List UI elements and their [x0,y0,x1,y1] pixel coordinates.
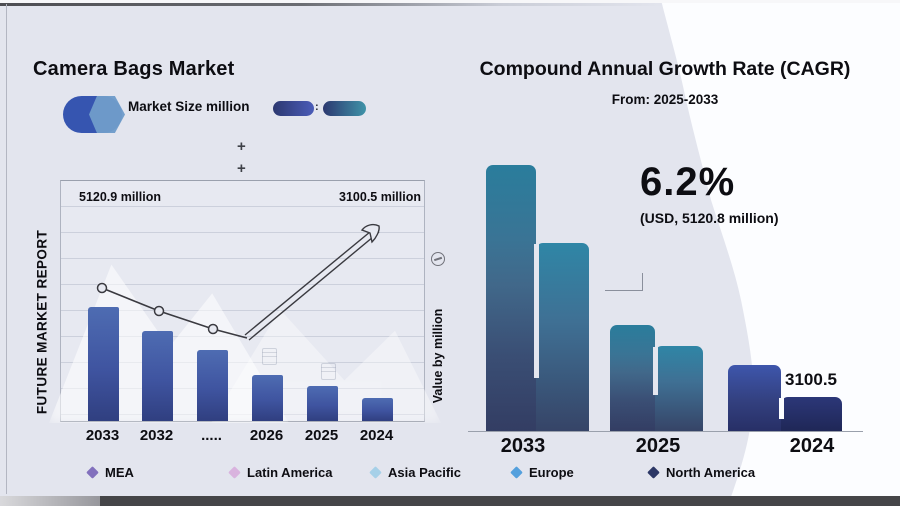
legend-label: Latin America [247,465,333,480]
plus-mark-icon: + [237,160,246,177]
right-bar-data-label: 3100.5 [785,370,837,389]
bar-gap-slit-2033 [534,244,539,378]
bracket-mark [642,273,643,291]
document-watermark-icon [321,363,336,380]
plus-mark-icon: + [237,138,246,155]
right-bar-primary-2025 [610,325,655,431]
top-edge-highlight [0,0,900,3]
left-x-label-2024: 2024 [359,427,394,444]
right-bar-primary-2033 [486,165,536,431]
right-bar-secondary-2033 [536,243,589,431]
right-y-axis-label: Value by million [431,308,445,404]
cagr-detail: (USD, 5120.8 million) [640,210,779,226]
left-chart-panel: 5120.9 million 3100.5 million [49,180,441,423]
trend-line-and-arrow [96,223,380,341]
left-bar-2024 [362,398,393,421]
legend-label: North America [666,465,756,480]
bottom-frame-bar [0,496,900,506]
left-frame-line [6,4,7,494]
ratio-pill-left-icon [273,101,314,116]
left-bar-2026 [252,375,283,421]
left-x-label-2033: 2033 [85,427,120,444]
left-x-label-2025: 2025 [304,427,339,444]
page-title: Camera Bags Market [33,58,235,80]
vertical-watermark: FUTURE MARKET REPORT [34,229,50,415]
left-bar-2025 [307,386,338,421]
right-bar-secondary-2024 [781,397,842,431]
legend-label: MEA [105,465,134,480]
bracket-mark [605,290,643,291]
cagr-subtitle: From: 2025-2033 [611,92,719,107]
left-bar-2033 [88,307,119,421]
cagr-title: Compound Annual Growth Rate (CAGR) [479,58,851,80]
annotation-left-value: 5120.9 million [79,190,161,204]
left-bar-2032 [142,331,173,421]
top-frame-line [0,3,665,6]
right-x-axis-line [468,431,863,432]
left-x-label-2026: 2026 [249,427,284,444]
right-bar-secondary-2025 [655,346,703,431]
circle-slash-icon [431,252,445,266]
market-size-label: Market Size million [128,99,250,114]
cagr-value: 6.2% [640,160,736,204]
legend-label: Asia Pacific [388,465,461,480]
left-bar-..... [197,350,228,421]
left-x-label-.....: ..... [201,427,222,444]
bar-gap-slit-2024 [779,398,784,419]
right-x-label-2033: 2033 [500,435,546,457]
left-x-label-2032: 2032 [139,427,174,444]
right-x-label-2025: 2025 [635,435,681,457]
annotation-right-value: 3100.5 million [339,190,421,204]
ratio-pill-right-icon [323,101,366,116]
document-watermark-icon [262,348,277,365]
bottom-frame-bar-light [0,496,100,506]
right-x-label-2024: 2024 [789,435,835,457]
right-bar-primary-2024 [728,365,781,431]
ratio-colon: : [315,101,319,113]
legend-label: Europe [529,465,574,480]
left-bars-container [61,181,424,421]
bar-gap-slit-2025 [653,347,658,395]
